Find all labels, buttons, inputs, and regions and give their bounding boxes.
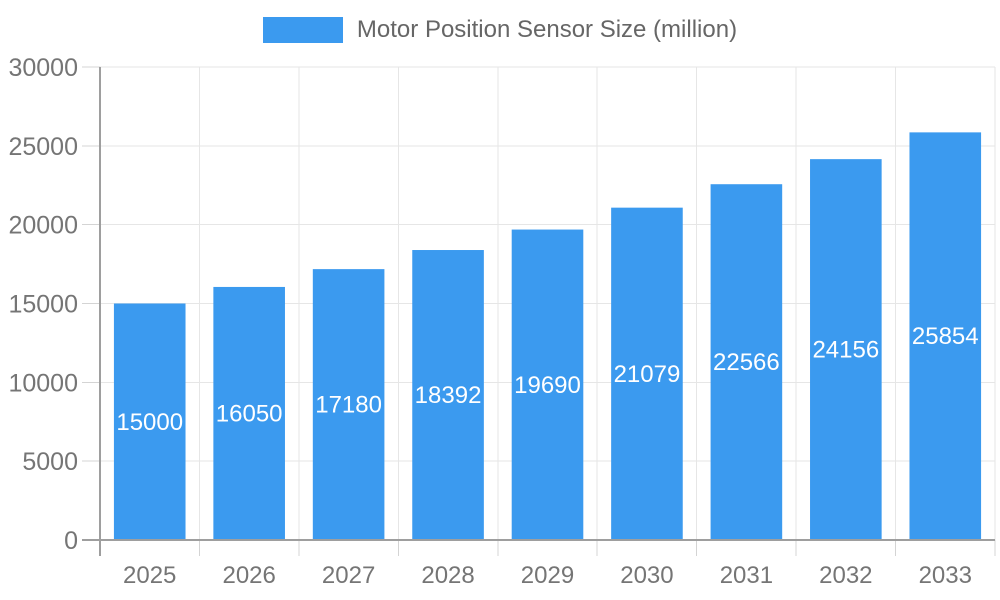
y-tick-label-30000: 30000 [8, 54, 78, 82]
x-tick-label-2027: 2027 [322, 562, 375, 589]
bar-value-label-2029: 19690 [514, 372, 581, 399]
bar-value-label-2028: 18392 [415, 382, 482, 409]
bar-2029[interactable] [511, 229, 584, 541]
y-tick-label-5000: 5000 [22, 448, 78, 476]
x-tick-label-2032: 2032 [819, 562, 872, 589]
y-tick-label-25000: 25000 [8, 133, 78, 161]
legend-swatch [262, 17, 343, 43]
legend: Motor Position Sensor Size (million) [0, 13, 1000, 47]
x-tick-label-2028: 2028 [421, 562, 474, 589]
bar-value-label-2025: 15000 [116, 409, 183, 436]
bar-value-label-2027: 17180 [315, 392, 382, 419]
bar-2028[interactable] [412, 250, 484, 540]
x-tick-label-2033: 2033 [919, 562, 972, 589]
bar-value-label-2033: 25854 [912, 323, 979, 350]
y-tick-label-15000: 15000 [8, 291, 78, 319]
y-tick-label-0: 0 [64, 527, 78, 555]
legend-label: Motor Position Sensor Size (million) [356, 16, 738, 43]
y-tick-label-10000: 10000 [8, 369, 78, 397]
y-tick-label-20000: 20000 [8, 212, 78, 240]
bar-value-label-2026: 16050 [216, 400, 283, 427]
bar-value-label-2030: 21079 [614, 361, 681, 388]
bar-2031[interactable] [710, 184, 783, 540]
x-tick-label-2031: 2031 [720, 562, 773, 589]
x-tick-label-2030: 2030 [620, 562, 673, 589]
legend-item[interactable]: Motor Position Sensor Size (million) [262, 15, 738, 45]
bar-value-label-2032: 24156 [812, 337, 879, 364]
bar-value-label-2031: 22566 [713, 349, 780, 376]
bar-2027[interactable] [312, 269, 385, 540]
bar-2033[interactable] [909, 132, 982, 541]
bar-2025[interactable] [113, 303, 186, 541]
bar-2026[interactable] [213, 286, 285, 540]
x-tick-label-2025: 2025 [123, 562, 176, 589]
bar-2030[interactable] [611, 207, 683, 541]
x-tick-label-2026: 2026 [222, 562, 275, 589]
x-tick-label-2029: 2029 [521, 562, 574, 589]
bar-2032[interactable] [810, 159, 882, 541]
